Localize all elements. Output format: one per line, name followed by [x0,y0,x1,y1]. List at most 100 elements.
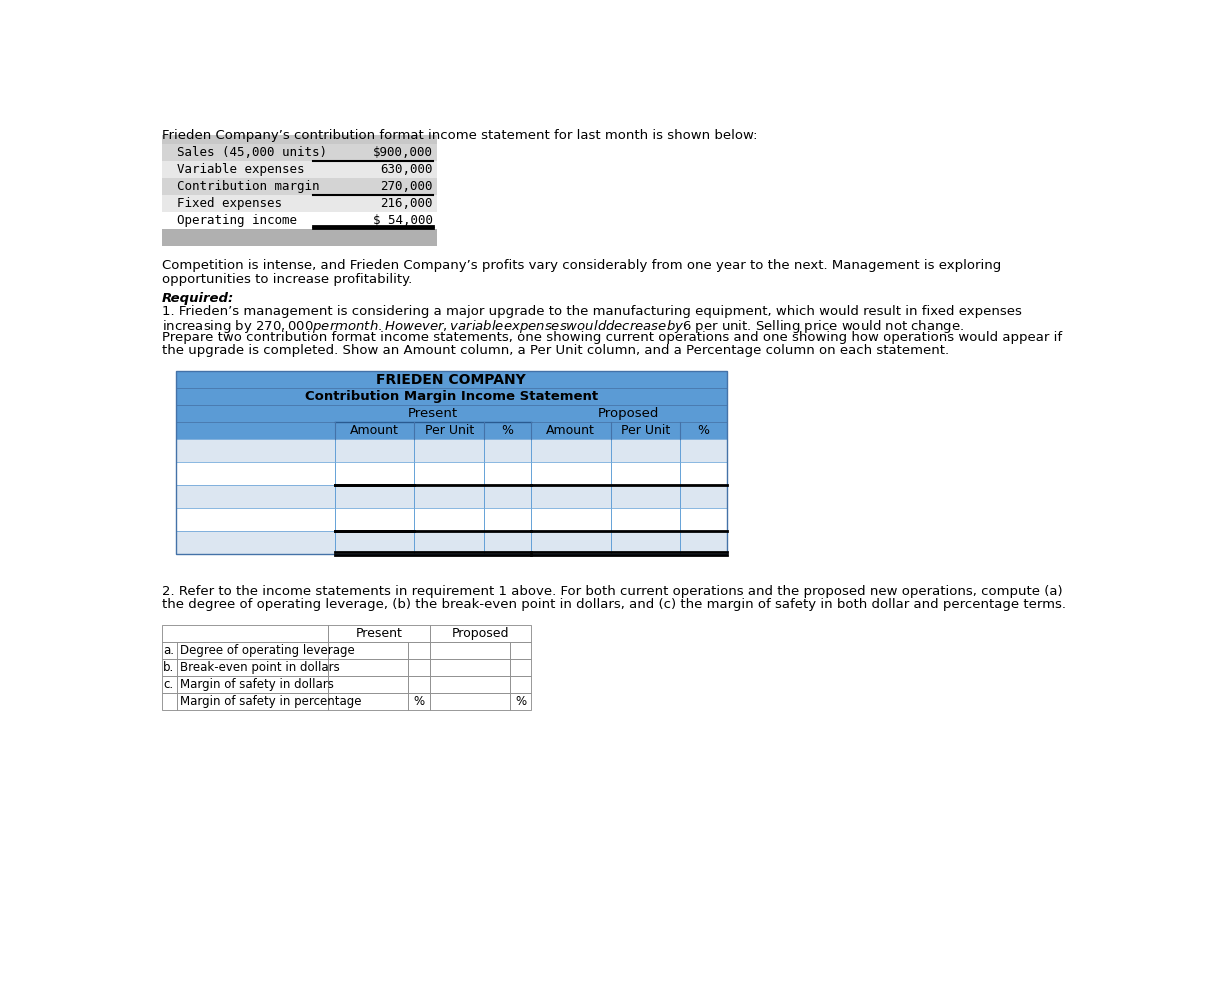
Text: Competition is intense, and Frieden Company’s profits vary considerably from one: Competition is intense, and Frieden Comp… [162,260,1002,273]
Text: Per Unit: Per Unit [425,424,473,437]
Bar [162,134,437,144]
Bar [415,439,484,462]
Bar [177,642,328,659]
Text: 216,000: 216,000 [381,197,433,209]
Bar [176,422,727,439]
Bar [531,532,610,554]
Bar [334,462,415,485]
Bar [409,676,429,693]
Bar [429,642,510,659]
Bar [610,532,681,554]
Text: Sales (45,000 units): Sales (45,000 units) [177,146,327,159]
Bar [610,485,681,508]
Text: %: % [698,424,710,437]
Bar [415,508,484,532]
Text: b.: b. [163,661,174,674]
Text: Variable expenses: Variable expenses [177,163,305,176]
Bar [176,439,334,462]
Text: opportunities to increase profitability.: opportunities to increase profitability. [162,273,412,286]
Bar [176,508,334,532]
Bar [176,462,334,485]
Bar [176,485,727,508]
Text: Frieden Company’s contribution format income statement for last month is shown b: Frieden Company’s contribution format in… [162,128,758,141]
Bar [429,625,532,642]
Bar [334,439,415,462]
Bar [681,532,727,554]
Bar [334,485,415,508]
Bar [429,676,510,693]
Bar [162,144,437,161]
Bar [176,439,727,462]
Text: Margin of safety in dollars: Margin of safety in dollars [181,678,334,691]
Bar [177,676,328,693]
Bar [177,659,328,676]
Text: Operating income: Operating income [177,213,298,226]
Bar [610,508,681,532]
Text: FRIEDEN COMPANY: FRIEDEN COMPANY [377,372,526,386]
Bar [484,439,531,462]
Bar [510,676,532,693]
Text: Amount: Amount [547,424,595,437]
Bar [176,371,727,388]
Text: Fixed expenses: Fixed expenses [177,197,282,209]
Bar [409,642,429,659]
Bar [681,462,727,485]
Text: 2. Refer to the income statements in requirement 1 above. For both current opera: 2. Refer to the income statements in req… [162,585,1063,598]
Bar [415,532,484,554]
Text: $900,000: $900,000 [373,146,433,159]
Bar [334,508,415,532]
Bar [531,508,610,532]
Bar [162,211,437,228]
Bar [328,659,409,676]
Text: Per Unit: Per Unit [621,424,670,437]
Bar [531,462,610,485]
Bar [334,532,415,554]
Text: Margin of safety in percentage: Margin of safety in percentage [181,695,362,708]
Bar [510,642,532,659]
Bar [176,405,727,422]
Bar [409,659,429,676]
Text: Present: Present [407,407,458,420]
Text: Contribution Margin Income Statement: Contribution Margin Income Statement [305,390,598,403]
Bar [328,625,429,642]
Text: the degree of operating leverage, (b) the break-even point in dollars, and (c) t: the degree of operating leverage, (b) th… [162,599,1066,612]
Text: Amount: Amount [350,424,399,437]
Bar [176,485,334,508]
Text: 1. Frieden’s management is considering a major upgrade to the manufacturing equi: 1. Frieden’s management is considering a… [162,305,1021,318]
Text: Required:: Required: [162,291,234,305]
Bar [162,659,177,676]
Text: Contribution margin: Contribution margin [177,180,320,193]
Text: 630,000: 630,000 [381,163,433,176]
Text: 270,000: 270,000 [381,180,433,193]
Text: %: % [501,424,514,437]
Bar [610,462,681,485]
Bar [484,532,531,554]
Bar [610,439,681,462]
Text: c.: c. [163,678,173,691]
Bar [531,485,610,508]
Text: Prepare two contribution format income statements, one showing current operation: Prepare two contribution format income s… [162,331,1061,344]
Bar [162,161,437,178]
Bar [176,371,727,554]
Text: %: % [414,695,425,708]
Bar [176,532,727,554]
Bar [484,462,531,485]
Bar [429,659,510,676]
Bar [484,485,531,508]
Text: Proposed: Proposed [598,407,660,420]
Text: increasing by $270,000 per month. However, variable expenses would decrease by $: increasing by $270,000 per month. Howeve… [162,318,964,335]
Bar [484,508,531,532]
Bar [328,693,409,710]
Bar [162,178,437,195]
Bar [162,676,177,693]
Bar [415,462,484,485]
Text: Proposed: Proposed [451,627,510,640]
Bar [177,693,328,710]
Bar [162,228,437,246]
Bar [415,485,484,508]
Bar [176,388,727,405]
Bar [176,532,334,554]
Text: a.: a. [163,644,174,657]
Bar [429,693,510,710]
Bar [162,625,328,642]
